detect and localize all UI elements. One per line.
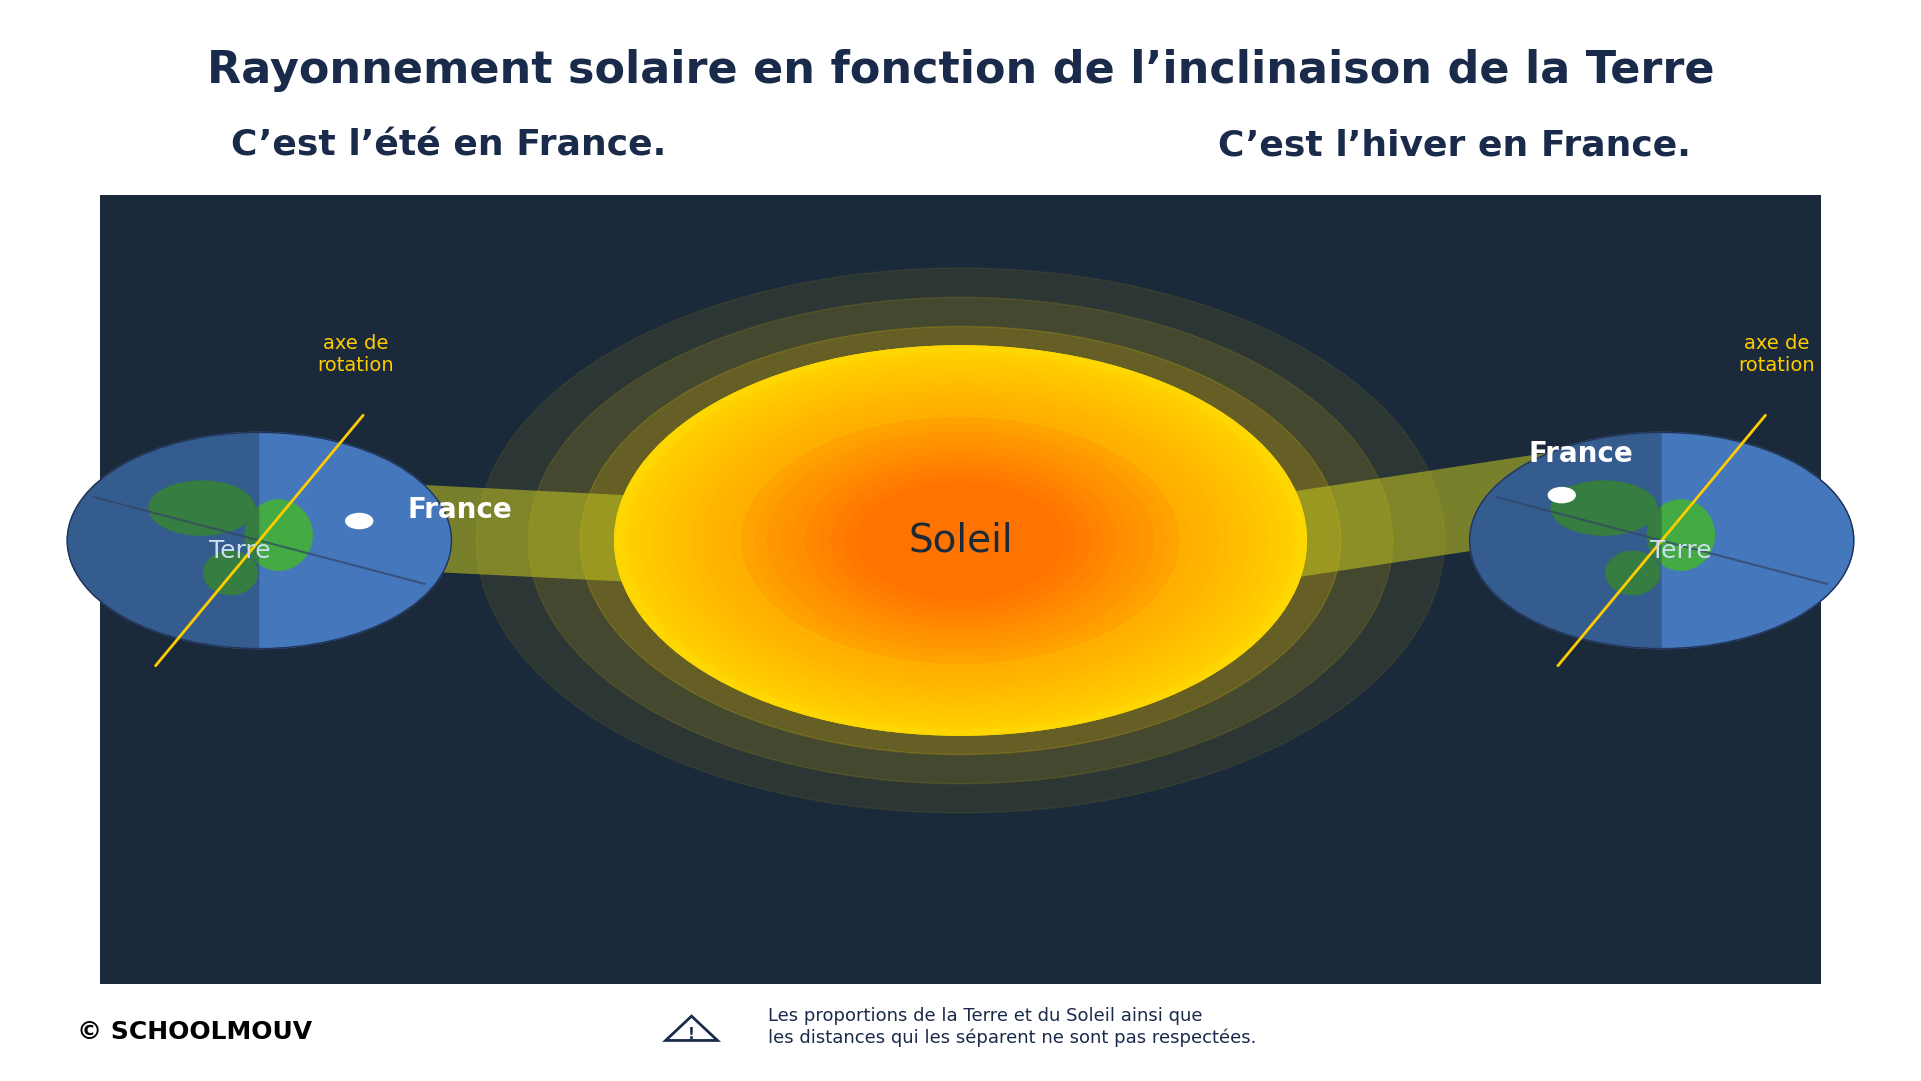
- Circle shape: [346, 513, 373, 529]
- Text: axe de
rotation: axe de rotation: [317, 334, 394, 375]
- Circle shape: [768, 432, 1153, 649]
- Text: Terre: Terre: [209, 539, 271, 563]
- Circle shape: [780, 439, 1141, 642]
- Circle shape: [870, 490, 1051, 591]
- Circle shape: [653, 368, 1268, 713]
- Circle shape: [528, 297, 1393, 784]
- Circle shape: [880, 495, 1041, 586]
- Circle shape: [751, 423, 1170, 658]
- Text: Rayonnement solaire en fonction de l’inclinaison de la Terre: Rayonnement solaire en fonction de l’inc…: [207, 49, 1714, 92]
- Circle shape: [889, 501, 1032, 580]
- Ellipse shape: [204, 551, 257, 595]
- Circle shape: [653, 368, 1268, 713]
- Circle shape: [678, 382, 1243, 699]
- Circle shape: [615, 346, 1306, 735]
- Circle shape: [843, 475, 1078, 606]
- Circle shape: [820, 462, 1101, 619]
- Circle shape: [793, 446, 1128, 635]
- Circle shape: [782, 440, 1139, 641]
- Polygon shape: [1254, 449, 1575, 584]
- Circle shape: [772, 435, 1149, 646]
- Circle shape: [674, 379, 1247, 702]
- Polygon shape: [346, 481, 667, 584]
- Circle shape: [640, 360, 1281, 721]
- Circle shape: [849, 478, 1072, 603]
- Circle shape: [742, 417, 1179, 664]
- Circle shape: [624, 351, 1297, 730]
- Circle shape: [1470, 432, 1854, 649]
- Circle shape: [755, 425, 1166, 656]
- Wedge shape: [1470, 432, 1662, 649]
- Circle shape: [615, 346, 1306, 735]
- Circle shape: [761, 428, 1158, 652]
- Circle shape: [811, 456, 1110, 625]
- Ellipse shape: [1606, 551, 1660, 595]
- Wedge shape: [67, 432, 259, 649]
- Circle shape: [839, 472, 1082, 609]
- Text: C’est l’été en France.: C’est l’été en France.: [231, 129, 667, 163]
- Circle shape: [861, 484, 1060, 597]
- Circle shape: [742, 417, 1179, 664]
- Circle shape: [713, 401, 1208, 680]
- Circle shape: [665, 373, 1256, 707]
- Ellipse shape: [150, 481, 254, 535]
- Circle shape: [634, 357, 1287, 724]
- Circle shape: [67, 432, 451, 649]
- Circle shape: [580, 326, 1341, 755]
- Circle shape: [791, 445, 1130, 636]
- Text: France: France: [407, 496, 513, 524]
- Ellipse shape: [1550, 481, 1656, 535]
- Circle shape: [832, 468, 1089, 613]
- Ellipse shape: [1646, 499, 1715, 571]
- Text: © SCHOOLMOUV: © SCHOOLMOUV: [77, 1020, 311, 1044]
- Circle shape: [801, 451, 1120, 630]
- Circle shape: [692, 389, 1229, 692]
- Circle shape: [476, 268, 1445, 813]
- Circle shape: [693, 390, 1228, 691]
- Circle shape: [805, 453, 1116, 628]
- Ellipse shape: [246, 499, 311, 571]
- Circle shape: [667, 375, 1254, 706]
- Circle shape: [628, 353, 1293, 728]
- Circle shape: [899, 506, 1022, 575]
- Circle shape: [722, 406, 1199, 675]
- Circle shape: [615, 346, 1306, 735]
- Text: France: France: [1529, 440, 1633, 468]
- Circle shape: [717, 403, 1204, 678]
- Text: Terre: Terre: [1650, 539, 1712, 563]
- Circle shape: [730, 411, 1191, 670]
- Circle shape: [644, 362, 1277, 719]
- Circle shape: [1548, 488, 1575, 503]
- Circle shape: [703, 396, 1218, 685]
- Circle shape: [857, 482, 1064, 599]
- Text: Soleil: Soleil: [909, 521, 1012, 560]
- Text: C’est l’hiver en France.: C’est l’hiver en France.: [1218, 129, 1690, 163]
- Circle shape: [818, 461, 1103, 620]
- Circle shape: [703, 396, 1218, 685]
- Text: axe de
rotation: axe de rotation: [1739, 334, 1815, 375]
- Text: Les proportions de la Terre et du Soleil ainsi que
les distances qui les séparen: Les proportions de la Terre et du Soleil…: [768, 1007, 1256, 1046]
- FancyBboxPatch shape: [100, 195, 1821, 984]
- Circle shape: [684, 385, 1237, 696]
- Circle shape: [830, 467, 1091, 614]
- Circle shape: [732, 412, 1189, 669]
- Text: !: !: [688, 1027, 695, 1042]
